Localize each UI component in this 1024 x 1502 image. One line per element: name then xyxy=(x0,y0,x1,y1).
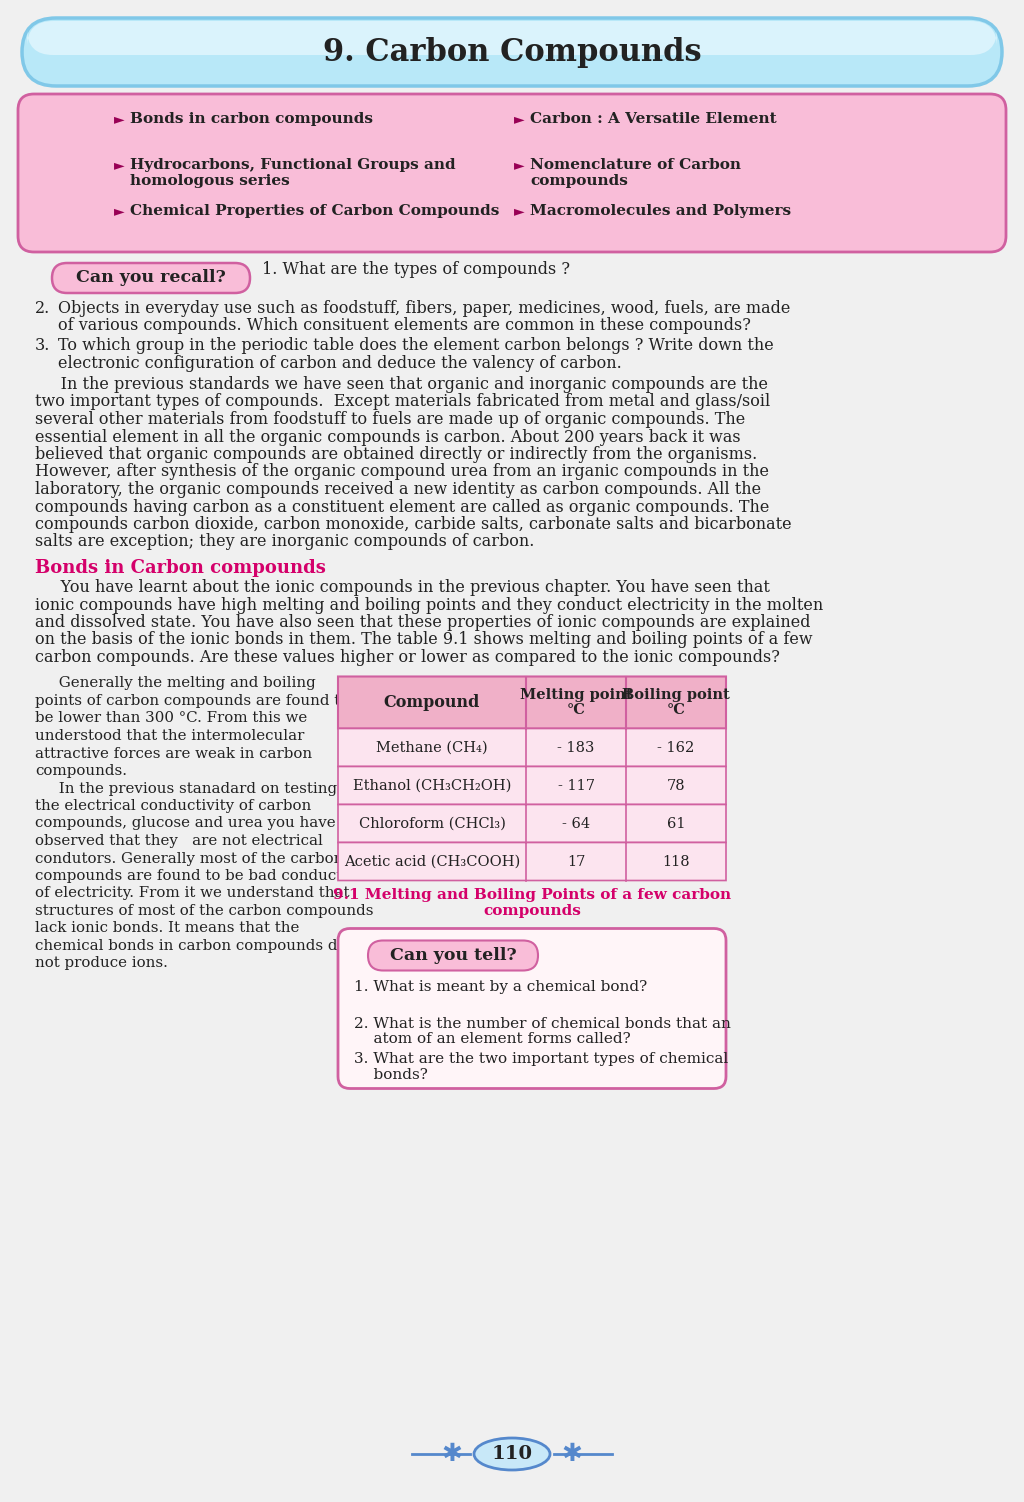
Text: attractive forces are weak in carbon: attractive forces are weak in carbon xyxy=(35,746,312,760)
Text: believed that organic compounds are obtained directly or indirectly from the org: believed that organic compounds are obta… xyxy=(35,446,758,463)
Text: 118: 118 xyxy=(663,855,690,868)
Text: observed that they   are not electrical: observed that they are not electrical xyxy=(35,834,323,849)
Text: not produce ions.: not produce ions. xyxy=(35,957,168,970)
Text: - 183: - 183 xyxy=(557,740,595,754)
Text: Bonds in Carbon compounds: Bonds in Carbon compounds xyxy=(35,559,326,577)
FancyBboxPatch shape xyxy=(52,263,250,293)
Text: ionic compounds have high melting and boiling points and they conduct electricit: ionic compounds have high melting and bo… xyxy=(35,596,823,613)
Text: °C: °C xyxy=(566,703,586,718)
Text: compounds carbon dioxide, carbon monoxide, carbide salts, carbonate salts and bi: compounds carbon dioxide, carbon monoxid… xyxy=(35,517,792,533)
Text: Ethanol (CH₃CH₂OH): Ethanol (CH₃CH₂OH) xyxy=(353,778,511,793)
Text: You have learnt about the ionic compounds in the previous chapter. You have seen: You have learnt about the ionic compound… xyxy=(35,578,770,596)
Text: Bonds in carbon compounds: Bonds in carbon compounds xyxy=(130,113,373,126)
Text: In the previous stanadard on testing: In the previous stanadard on testing xyxy=(35,781,337,796)
Text: ►: ► xyxy=(114,158,125,173)
Text: electronic configuration of carbon and deduce the valency of carbon.: electronic configuration of carbon and d… xyxy=(58,354,622,371)
Text: compounds, glucose and urea you have: compounds, glucose and urea you have xyxy=(35,817,336,831)
Text: Nomenclature of Carbon: Nomenclature of Carbon xyxy=(530,158,741,173)
FancyBboxPatch shape xyxy=(338,676,726,728)
Text: ✱: ✱ xyxy=(561,1442,583,1466)
Text: 3. What are the two important types of chemical: 3. What are the two important types of c… xyxy=(354,1053,728,1066)
FancyBboxPatch shape xyxy=(368,940,538,970)
Text: on the basis of the ionic bonds in them. The table 9.1 shows melting and boiling: on the basis of the ionic bonds in them.… xyxy=(35,631,813,649)
Text: Macromolecules and Polymers: Macromolecules and Polymers xyxy=(530,204,792,218)
Text: ✱: ✱ xyxy=(441,1442,463,1466)
Text: - 64: - 64 xyxy=(562,817,590,831)
Text: understood that the intermolecular: understood that the intermolecular xyxy=(35,728,304,743)
FancyBboxPatch shape xyxy=(27,21,997,56)
Text: ►: ► xyxy=(514,158,524,173)
FancyBboxPatch shape xyxy=(338,766,726,805)
Text: Carbon : A Versatile Element: Carbon : A Versatile Element xyxy=(530,113,776,126)
Text: 78: 78 xyxy=(667,778,685,793)
Text: compounds.: compounds. xyxy=(35,765,127,778)
FancyBboxPatch shape xyxy=(338,805,726,843)
FancyBboxPatch shape xyxy=(22,18,1002,86)
Text: Hydrocarbons, Functional Groups and: Hydrocarbons, Functional Groups and xyxy=(130,158,456,173)
Text: condutors. Generally most of the carbon: condutors. Generally most of the carbon xyxy=(35,852,343,865)
FancyBboxPatch shape xyxy=(18,95,1006,252)
Text: Melting point: Melting point xyxy=(520,688,632,701)
Text: Methane (CH₄): Methane (CH₄) xyxy=(376,740,487,754)
Text: bonds?: bonds? xyxy=(354,1068,428,1081)
Text: 2.: 2. xyxy=(35,300,50,317)
Text: ►: ► xyxy=(114,113,125,126)
Text: of electricity. From it we understand that: of electricity. From it we understand th… xyxy=(35,886,349,901)
FancyBboxPatch shape xyxy=(338,928,726,1089)
Text: 9. Carbon Compounds: 9. Carbon Compounds xyxy=(323,38,701,69)
Ellipse shape xyxy=(474,1437,550,1470)
Text: Compound: Compound xyxy=(384,694,480,710)
Text: of various compounds. Which consituent elements are common in these compounds?: of various compounds. Which consituent e… xyxy=(58,317,751,335)
Text: Chemical Properties of Carbon Compounds: Chemical Properties of Carbon Compounds xyxy=(130,204,500,218)
Text: 9.1 Melting and Boiling Points of a few carbon: 9.1 Melting and Boiling Points of a few … xyxy=(333,889,731,903)
Text: the electrical conductivity of carbon: the electrical conductivity of carbon xyxy=(35,799,311,813)
Text: compounds are found to be bad conductors: compounds are found to be bad conductors xyxy=(35,870,367,883)
Text: ►: ► xyxy=(514,113,524,126)
Text: salts are exception; they are inorganic compounds of carbon.: salts are exception; they are inorganic … xyxy=(35,533,535,551)
Text: - 162: - 162 xyxy=(657,740,694,754)
Text: 2. What is the number of chemical bonds that an: 2. What is the number of chemical bonds … xyxy=(354,1017,731,1030)
Text: Can you tell?: Can you tell? xyxy=(390,946,516,964)
Text: Objects in everyday use such as foodstuff, fibers, paper, medicines, wood, fuels: Objects in everyday use such as foodstuf… xyxy=(58,300,791,317)
Text: laboratory, the organic compounds received a new identity as carbon compounds. A: laboratory, the organic compounds receiv… xyxy=(35,481,761,499)
Text: - 117: - 117 xyxy=(557,778,595,793)
Text: compounds: compounds xyxy=(483,904,581,919)
Text: Acetic acid (CH₃COOH): Acetic acid (CH₃COOH) xyxy=(344,855,520,868)
Text: points of carbon compounds are found to: points of carbon compounds are found to xyxy=(35,694,349,707)
Text: two important types of compounds.  Except materials fabricated from metal and gl: two important types of compounds. Except… xyxy=(35,394,770,410)
Text: 3.: 3. xyxy=(35,336,50,354)
Text: 1. What are the types of compounds ?: 1. What are the types of compounds ? xyxy=(262,261,570,278)
Text: °C: °C xyxy=(667,703,685,718)
Text: several other materials from foodstuff to fuels are made up of organic compounds: several other materials from foodstuff t… xyxy=(35,412,745,428)
Text: homologous series: homologous series xyxy=(130,174,290,188)
Text: atom of an element forms called?: atom of an element forms called? xyxy=(354,1032,631,1045)
Text: essential element in all the organic compounds is carbon. About 200 years back i: essential element in all the organic com… xyxy=(35,428,740,446)
FancyBboxPatch shape xyxy=(338,843,726,880)
Text: and dissolved state. You have also seen that these properties of ionic compounds: and dissolved state. You have also seen … xyxy=(35,614,811,631)
Text: be lower than 300 °C. From this we: be lower than 300 °C. From this we xyxy=(35,712,307,725)
Text: 110: 110 xyxy=(492,1445,532,1463)
Text: Generally the melting and boiling: Generally the melting and boiling xyxy=(35,676,315,691)
Text: Boiling point: Boiling point xyxy=(623,688,730,701)
Text: ►: ► xyxy=(114,204,125,218)
Text: ►: ► xyxy=(514,204,524,218)
Text: carbon compounds. Are these values higher or lower as compared to the ionic comp: carbon compounds. Are these values highe… xyxy=(35,649,780,665)
Text: However, after synthesis of the organic compound urea from an irganic compounds : However, after synthesis of the organic … xyxy=(35,464,769,481)
FancyBboxPatch shape xyxy=(338,728,726,766)
Text: To which group in the periodic table does the element carbon belongs ? Write dow: To which group in the periodic table doe… xyxy=(58,336,774,354)
Text: 17: 17 xyxy=(567,855,585,868)
Text: compounds: compounds xyxy=(530,174,628,188)
Text: lack ionic bonds. It means that the: lack ionic bonds. It means that the xyxy=(35,922,299,936)
Text: 61: 61 xyxy=(667,817,685,831)
Text: In the previous standards we have seen that organic and inorganic compounds are : In the previous standards we have seen t… xyxy=(35,376,768,394)
Text: 1. What is meant by a chemical bond?: 1. What is meant by a chemical bond? xyxy=(354,981,647,994)
Text: Can you recall?: Can you recall? xyxy=(76,269,226,287)
Text: chemical bonds in carbon compounds do: chemical bonds in carbon compounds do xyxy=(35,939,346,952)
Text: structures of most of the carbon compounds: structures of most of the carbon compoun… xyxy=(35,904,374,918)
Text: compounds having carbon as a constituent element are called as organic compounds: compounds having carbon as a constituent… xyxy=(35,499,769,515)
Text: Chloroform (CHCl₃): Chloroform (CHCl₃) xyxy=(358,817,506,831)
